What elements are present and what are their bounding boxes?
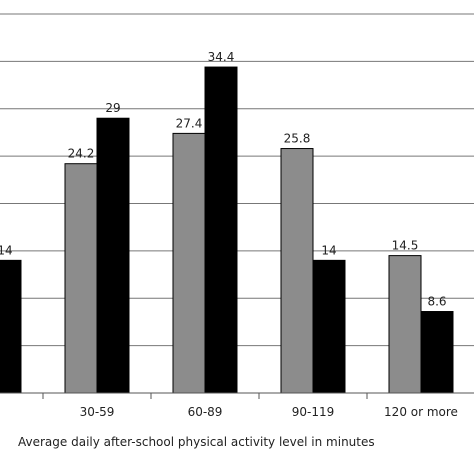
x-tick-label: 30-59 <box>80 405 115 419</box>
value-label: 8.6 <box>427 295 446 309</box>
value-label: 29 <box>105 101 120 115</box>
value-label: 14.5 <box>392 239 419 253</box>
value-labels: 14 24.2 29 27.4 34.4 25.8 14 14.5 8.6 <box>0 50 447 308</box>
value-label: 24.2 <box>68 147 95 161</box>
bar <box>280 148 314 394</box>
x-tick-label: 120 or more <box>384 405 458 419</box>
bar <box>0 259 22 394</box>
bar <box>204 66 238 394</box>
bar <box>388 255 422 394</box>
x-tick-label: 90-119 <box>292 405 335 419</box>
bar <box>96 117 130 394</box>
bar <box>172 132 206 394</box>
value-label: 14 <box>0 243 13 257</box>
x-axis-title: Average daily after-school physical acti… <box>18 435 375 449</box>
value-label: 27.4 <box>176 116 203 130</box>
bars <box>0 66 454 399</box>
value-label: 34.4 <box>208 50 235 64</box>
bar <box>64 163 98 394</box>
value-label: 25.8 <box>284 132 311 146</box>
value-label: 14 <box>321 243 336 257</box>
bar <box>312 259 346 394</box>
x-tick-label: 60-89 <box>188 405 223 419</box>
bar <box>420 311 454 394</box>
